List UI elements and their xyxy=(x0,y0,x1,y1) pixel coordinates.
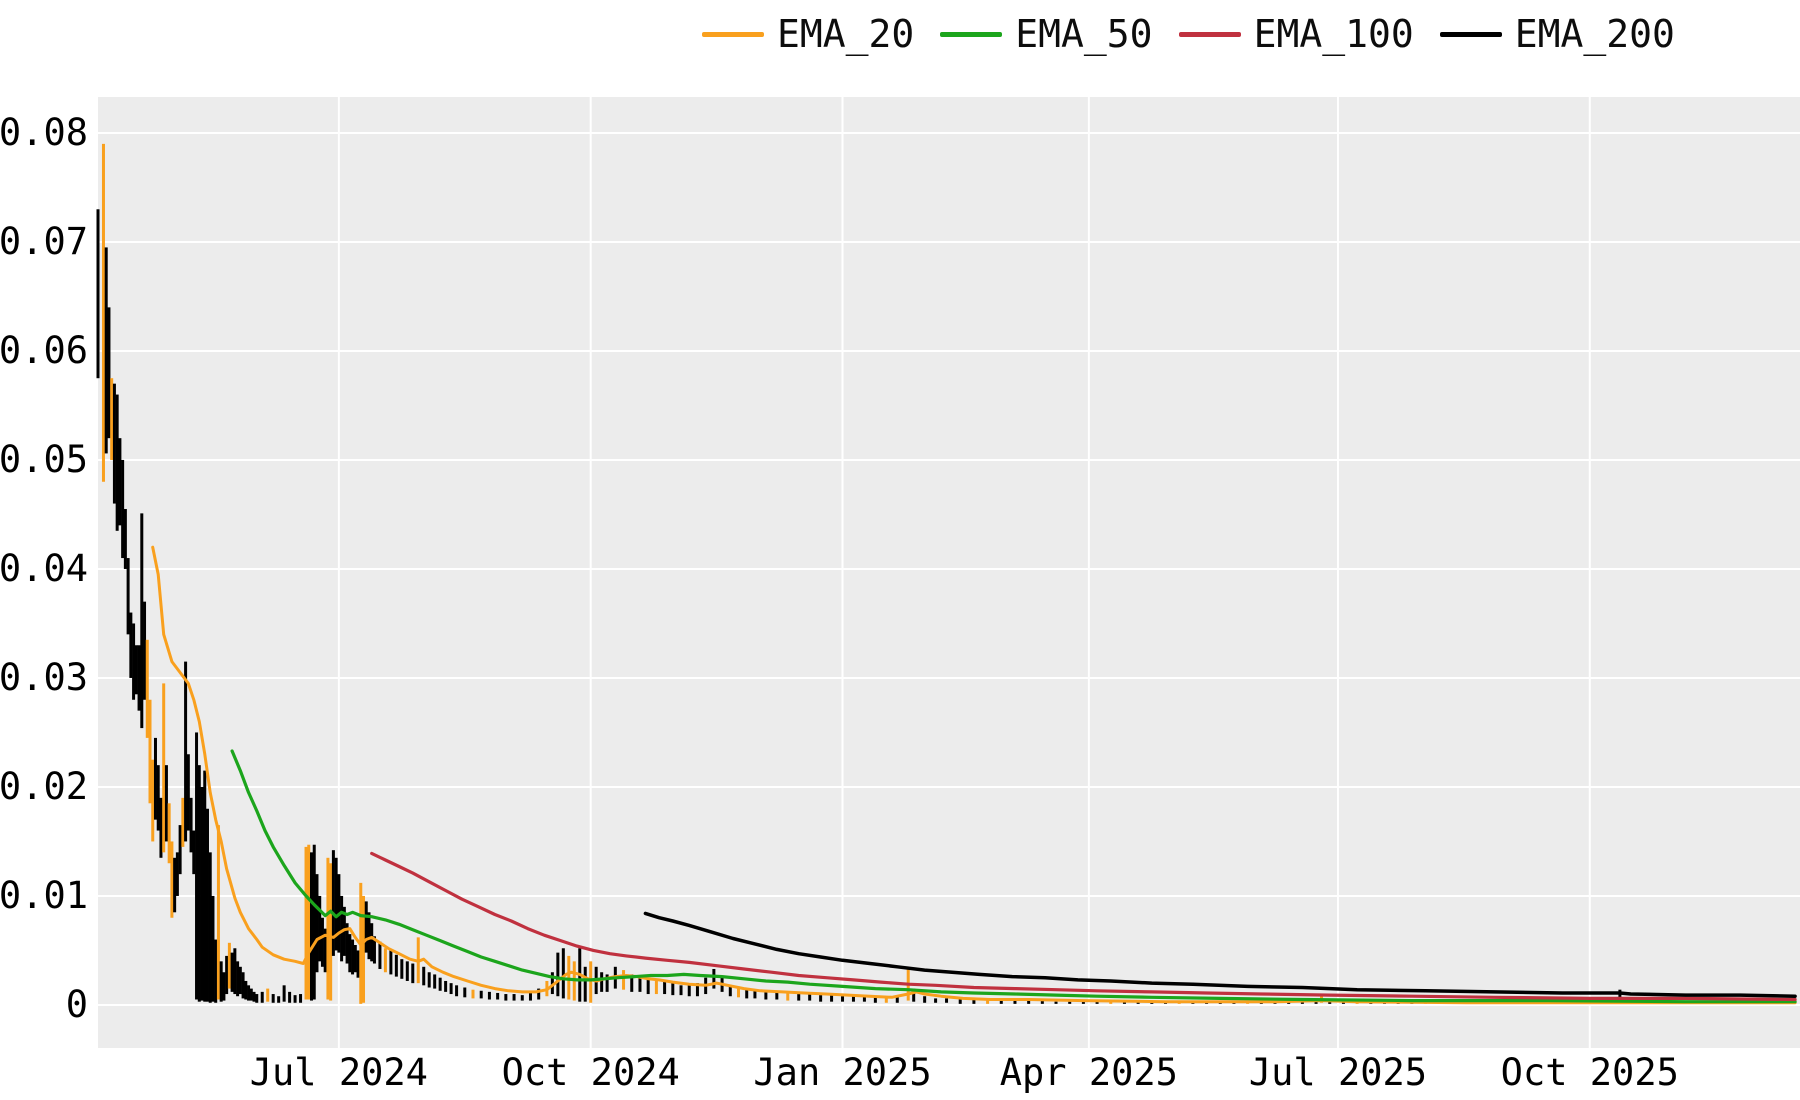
y-tick-label: 0.08 xyxy=(0,110,88,154)
y-tick-label: 0 xyxy=(65,982,88,1026)
x-tick-label: Oct 2025 xyxy=(1500,1051,1679,1094)
ema-100-line-swatch-icon xyxy=(1178,31,1241,37)
x-tick-label: Oct 2024 xyxy=(501,1051,680,1094)
y-tick-label: 0.01 xyxy=(0,873,88,917)
legend-item-ema-100: EMA_100 xyxy=(1178,12,1414,56)
y-tick-label: 0.03 xyxy=(0,655,88,699)
chart-legend: EMA_20 EMA_50 EMA_100 EMA_200 xyxy=(702,8,1675,60)
ema-line-ema_100 xyxy=(370,851,1797,1002)
ema-line-ema_200 xyxy=(643,911,1797,998)
ema-20-line-swatch-icon xyxy=(702,31,764,37)
ema-50-line-swatch-icon xyxy=(940,31,1003,37)
x-tick-label: Jul 2025 xyxy=(1248,1051,1428,1094)
legend-item-ema-50: EMA_50 xyxy=(940,12,1153,56)
ema-200-line-swatch-icon xyxy=(1439,31,1502,37)
plot-area xyxy=(98,97,1800,1048)
legend-item-ema-200: EMA_200 xyxy=(1439,12,1675,56)
ema-line-ema_20 xyxy=(151,545,1797,1005)
x-tick-label: Jan 2025 xyxy=(753,1051,932,1094)
x-tick-label: Jul 2024 xyxy=(249,1051,428,1094)
ema-line-ema_50 xyxy=(230,749,1797,1004)
y-tick-label: 0.07 xyxy=(0,219,88,263)
y-tick-label: 0.04 xyxy=(0,546,88,590)
x-tick-label: Apr 2025 xyxy=(999,1051,1178,1094)
legend-label: EMA_100 xyxy=(1253,12,1414,56)
ema-lines xyxy=(151,545,1797,1005)
y-tick-label: 0.06 xyxy=(0,328,88,372)
legend-item-ema-20: EMA_20 xyxy=(702,12,914,56)
gridlines xyxy=(98,97,1800,1048)
legend-label: EMA_200 xyxy=(1514,12,1675,56)
legend-label: EMA_50 xyxy=(1015,12,1153,56)
legend-label: EMA_20 xyxy=(777,12,915,56)
y-tick-label: 0.05 xyxy=(0,437,88,481)
price-bars xyxy=(96,143,1794,1004)
y-tick-label: 0.02 xyxy=(0,764,88,808)
